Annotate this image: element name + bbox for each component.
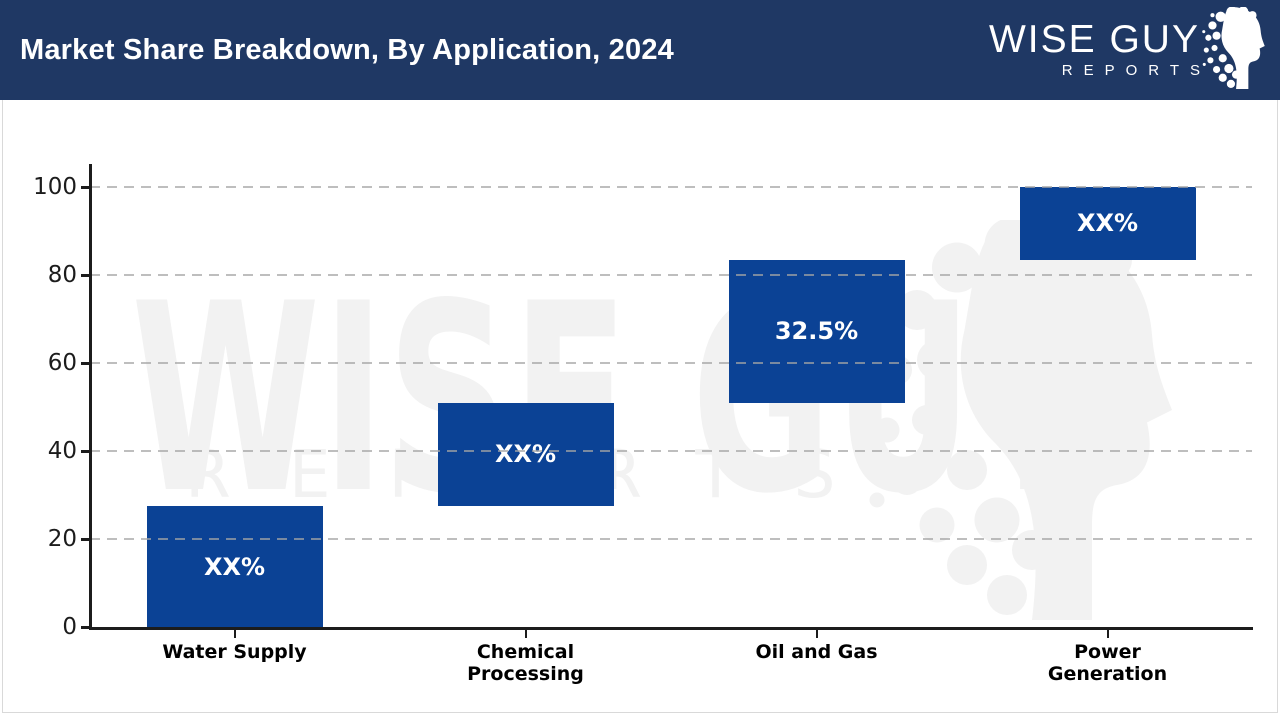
y-tick-mark (81, 626, 89, 629)
bar-value-label: XX% (494, 440, 557, 469)
y-tick-mark (81, 274, 89, 277)
category-label: Chemical Processing (467, 641, 584, 685)
y-tick-mark (81, 186, 89, 189)
y-tick-label: 20 (47, 526, 77, 552)
watermark-wordmark: WISE GUY (131, 249, 1100, 551)
y-tick-mark (81, 450, 89, 453)
bar-value-label: XX% (1076, 209, 1139, 238)
page-title: Market Share Breakdown, By Application, … (20, 33, 674, 66)
dotted-head-icon (1202, 6, 1266, 93)
bar-chemical-processing: XX% (437, 402, 614, 506)
bar-value-label: XX% (203, 552, 266, 581)
y-tick-mark (81, 538, 89, 541)
y-tick-mark (81, 362, 89, 365)
gridline (90, 362, 1252, 364)
y-tick-label: 80 (47, 262, 77, 288)
x-tick-mark (524, 630, 527, 638)
logo-text: WISE GUY REPORTS (988, 17, 1200, 81)
category-label: Oil and Gas (755, 641, 878, 663)
category-label: Power Generation (1047, 641, 1168, 685)
gridline (90, 274, 1252, 276)
logo-wordmark: WISE GUY (988, 17, 1200, 61)
logo-subtitle: REPORTS (1061, 61, 1211, 79)
header-bar: Market Share Breakdown, By Application, … (0, 0, 1280, 100)
x-axis-line (89, 627, 1253, 630)
wise-guy-reports-logo: WISE GUY REPORTS (988, 6, 1266, 93)
bar-water-supply: XX% (146, 506, 323, 627)
x-tick-mark (1106, 630, 1109, 638)
y-tick-label: 40 (47, 438, 77, 464)
bar-oil-and-gas: 32.5% (728, 259, 905, 403)
y-tick-label: 100 (33, 174, 77, 200)
watermark-head-icon (867, 217, 1177, 624)
y-tick-label: 0 (62, 614, 77, 640)
gridline (90, 186, 1252, 188)
y-axis-line (89, 164, 92, 630)
gridline (90, 450, 1252, 452)
gridline (90, 538, 1252, 540)
bar-power-generation: XX% (1019, 187, 1196, 260)
category-label: Water Supply (162, 641, 307, 663)
chart-area: WISE GUY REPORTS XX%XX%32.5%XX%020406080… (2, 100, 1278, 713)
x-tick-mark (233, 630, 236, 638)
bar-value-label: 32.5% (774, 317, 859, 346)
x-tick-mark (815, 630, 818, 638)
y-tick-label: 60 (47, 350, 77, 376)
